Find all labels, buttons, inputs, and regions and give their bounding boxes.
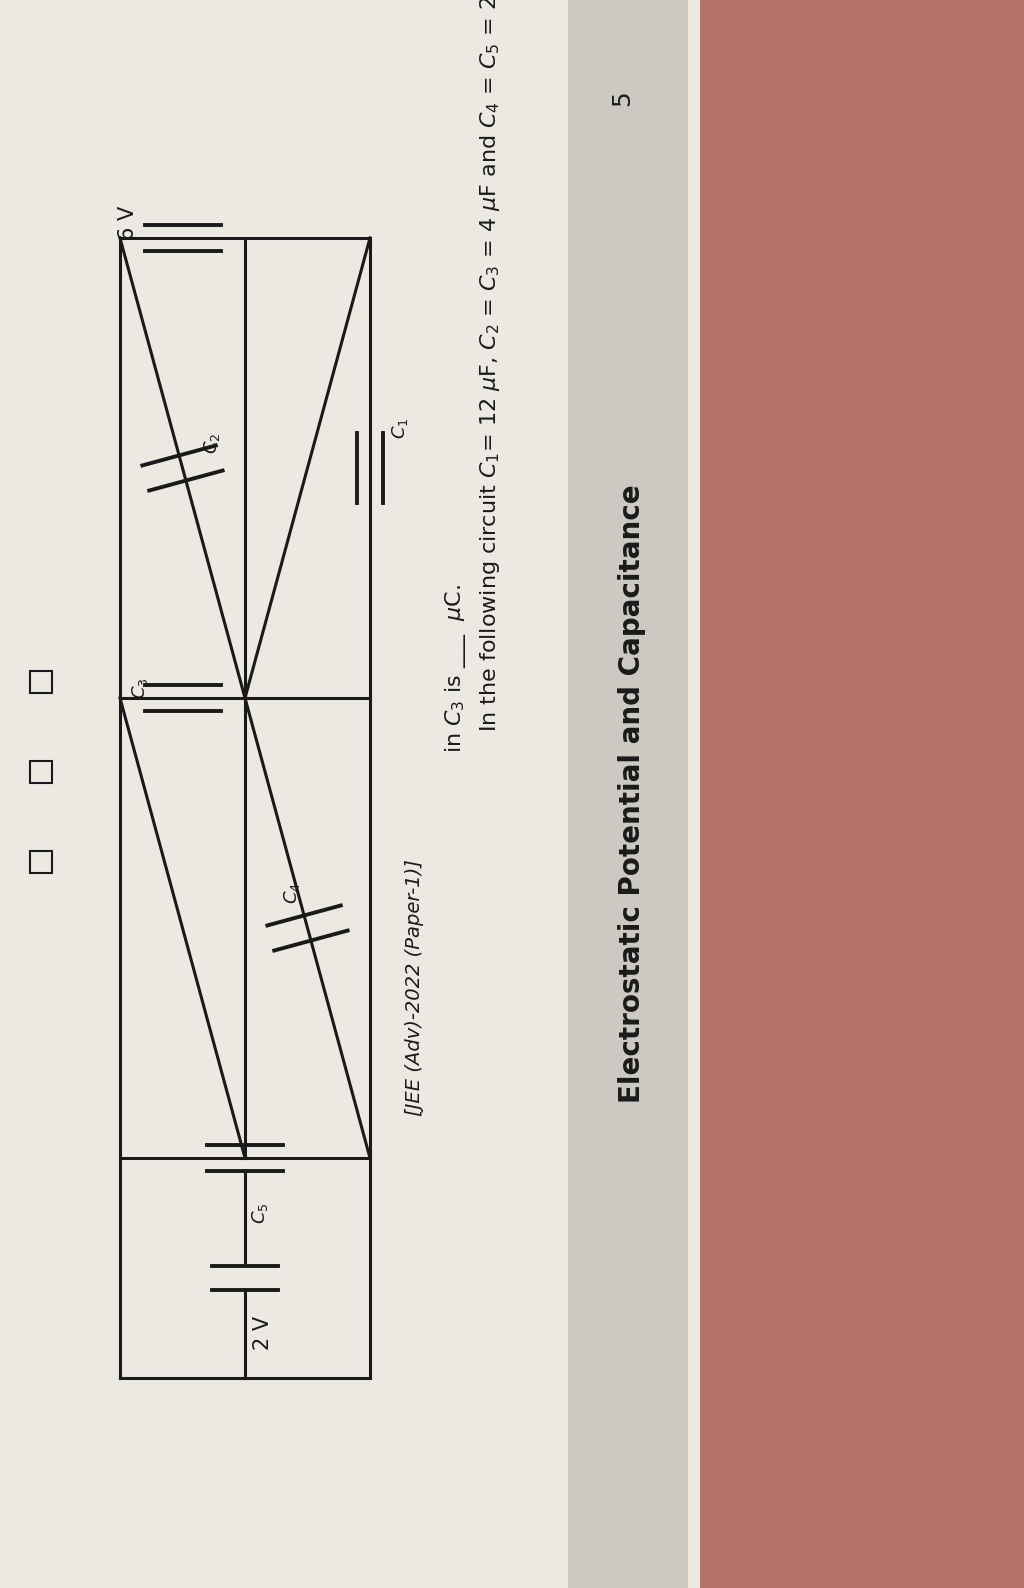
Bar: [568, 0, 688, 1588]
Text: Electrostatic Potential and Capacitance: Electrostatic Potential and Capacitance: [618, 484, 646, 1104]
Text: 6 V: 6 V: [118, 206, 137, 240]
Bar: [30, 851, 52, 873]
Text: $C_3$: $C_3$: [130, 676, 151, 699]
Text: In the following circuit $C_1$= 12 $\mu$F, $C_2$ = $C_3$ = 4 $\mu$F and $C_4$ = : In the following circuit $C_1$= 12 $\mu$…: [478, 0, 502, 732]
Text: $C_4$: $C_4$: [283, 881, 302, 904]
Bar: [660, 0, 1024, 1588]
Text: $C_1$: $C_1$: [390, 418, 410, 438]
Bar: [30, 672, 52, 692]
Text: 5: 5: [610, 91, 634, 106]
Bar: [30, 761, 52, 783]
Text: $C_2$: $C_2$: [203, 432, 222, 454]
Bar: [0, 0, 700, 1588]
Text: in $C_3$ is ___  $\mu$C.: in $C_3$ is ___ $\mu$C.: [442, 583, 468, 753]
Text: 2 V: 2 V: [253, 1316, 273, 1350]
Bar: [630, 0, 680, 1588]
Text: [JEE (Adv)-2022 (Paper-1)]: [JEE (Adv)-2022 (Paper-1)]: [406, 859, 425, 1116]
Text: $C_5$: $C_5$: [250, 1202, 270, 1224]
